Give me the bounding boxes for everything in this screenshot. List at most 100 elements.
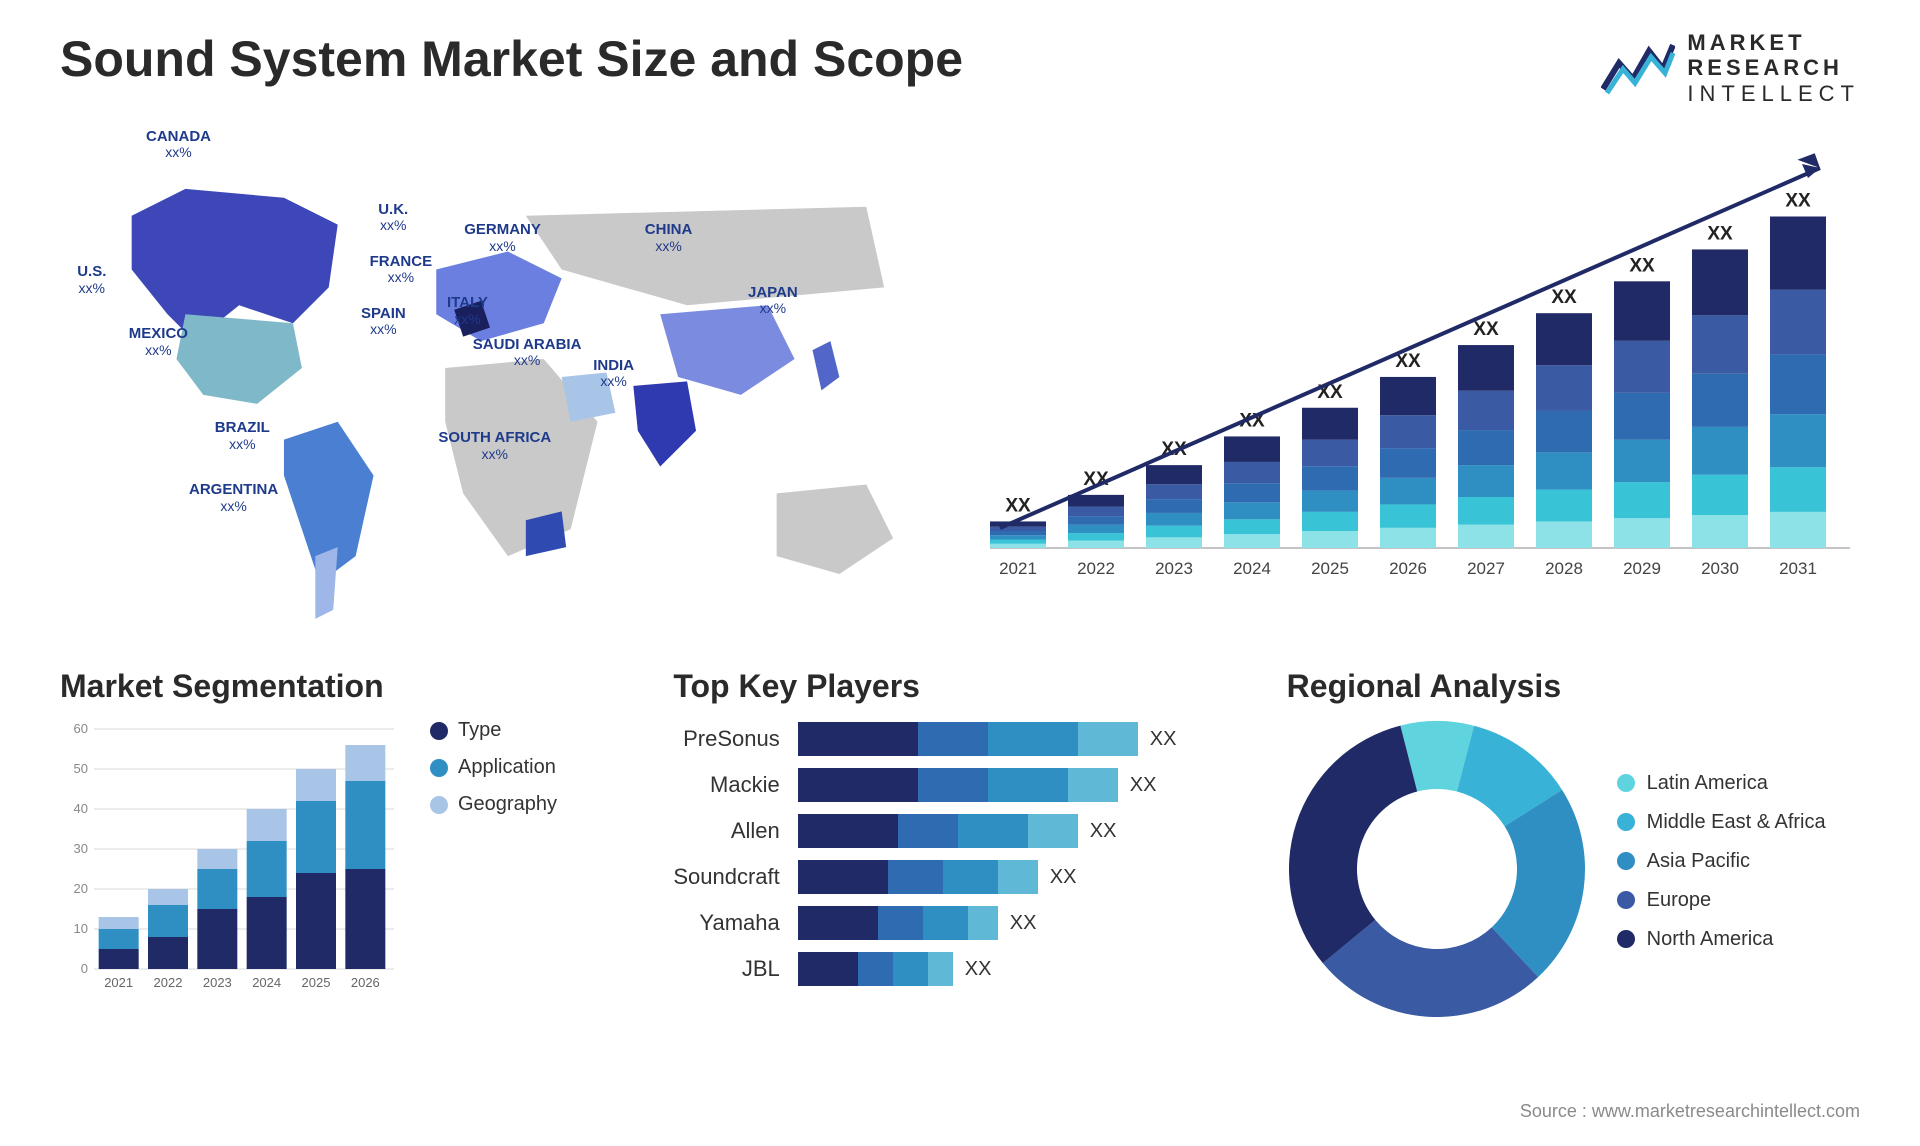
growth-bar-year: 2023 — [1155, 559, 1193, 578]
player-bar-seg — [988, 722, 1078, 756]
regional-legend-item: Middle East & Africa — [1617, 811, 1826, 834]
growth-bar-seg — [1770, 414, 1826, 467]
growth-bar-value: XX — [1005, 495, 1031, 516]
map-region-us-low — [176, 314, 301, 404]
seg-ytick: 60 — [74, 721, 88, 736]
seg-legend-item: Application — [430, 756, 557, 779]
growth-bar-value: XX — [1473, 319, 1499, 340]
seg-bar-seg — [247, 841, 287, 897]
player-row: XX — [798, 949, 1247, 989]
player-value: XX — [1090, 820, 1117, 843]
growth-bar-seg — [1302, 408, 1358, 440]
growth-bar-seg — [1692, 315, 1748, 373]
seg-bar-seg — [345, 745, 385, 781]
growth-bar-seg — [1302, 491, 1358, 512]
players-title: Top Key Players — [673, 668, 1246, 705]
growth-bar-seg — [1302, 531, 1358, 548]
map-region-india — [633, 381, 696, 466]
growth-bar-seg — [1380, 448, 1436, 478]
player-value: XX — [1010, 912, 1037, 935]
seg-ytick: 40 — [74, 801, 88, 816]
growth-bar-seg — [1692, 427, 1748, 475]
growth-bar-seg — [1536, 490, 1592, 522]
seg-ytick: 0 — [81, 961, 88, 976]
player-value: XX — [965, 958, 992, 981]
growth-bar-seg — [1224, 483, 1280, 502]
player-bar-seg — [968, 906, 998, 940]
seg-bar-seg — [148, 889, 188, 905]
map-region-russia — [526, 207, 884, 306]
map-label-china: CHINAxx% — [645, 222, 693, 254]
growth-bar-seg — [990, 544, 1046, 548]
player-name: Yamaha — [673, 903, 779, 943]
seg-bar-seg — [148, 905, 188, 937]
growth-bar-value: XX — [1551, 287, 1577, 308]
seg-ytick: 50 — [74, 761, 88, 776]
growth-bar-seg — [1614, 341, 1670, 393]
growth-bar-seg — [1692, 475, 1748, 515]
map-label-u-s-: U.S.xx% — [77, 264, 106, 296]
player-value: XX — [1150, 728, 1177, 751]
map-label-germany: GERMANYxx% — [464, 222, 541, 254]
seg-bar-seg — [345, 781, 385, 869]
growth-bar-seg — [1146, 465, 1202, 484]
player-bar-seg — [928, 952, 953, 986]
player-bar-seg — [1028, 814, 1078, 848]
player-bar-seg — [1068, 768, 1118, 802]
map-region-japan — [813, 341, 840, 390]
seg-year: 2022 — [154, 975, 183, 990]
growth-bar-value: XX — [1629, 255, 1655, 276]
player-bar-seg — [958, 814, 1028, 848]
player-bar-seg — [988, 768, 1068, 802]
player-bar — [798, 768, 1118, 802]
player-bar — [798, 906, 998, 940]
map-label-spain: SPAINxx% — [361, 306, 406, 338]
growth-bar-seg — [1536, 365, 1592, 411]
map-label-india: INDIAxx% — [593, 358, 634, 390]
growth-bar-year: 2031 — [1779, 559, 1817, 578]
growth-bar-seg — [1770, 290, 1826, 355]
player-row: XX — [798, 765, 1247, 805]
regional-title: Regional Analysis — [1287, 668, 1860, 705]
players-bars-chart: XX XX XX XX XX XX — [798, 719, 1247, 995]
growth-bar-year: 2025 — [1311, 559, 1349, 578]
player-bar-seg — [1078, 722, 1138, 756]
regional-donut-chart — [1287, 719, 1587, 1019]
player-bar-seg — [923, 906, 968, 940]
player-value: XX — [1130, 774, 1157, 797]
growth-bar-seg — [1068, 533, 1124, 540]
logo-line3: INTELLECT — [1687, 81, 1860, 106]
growth-bar-seg — [1146, 526, 1202, 538]
growth-bar-year: 2022 — [1077, 559, 1115, 578]
growth-bar-seg — [1614, 482, 1670, 518]
player-bar-seg — [798, 952, 858, 986]
map-label-japan: JAPANxx% — [748, 285, 798, 317]
growth-bar-seg — [990, 540, 1046, 544]
map-region-china — [660, 305, 794, 395]
page-title: Sound System Market Size and Scope — [60, 30, 1860, 88]
donut-slice — [1289, 726, 1417, 964]
map-label-argentina: ARGENTINAxx% — [189, 482, 278, 514]
growth-bar-seg — [1224, 502, 1280, 519]
growth-bar-seg — [1458, 391, 1514, 430]
growth-bar-seg — [1536, 411, 1592, 452]
seg-bar-seg — [99, 917, 139, 929]
player-row: XX — [798, 811, 1247, 851]
map-label-south-africa: SOUTH AFRICAxx% — [438, 430, 551, 462]
growth-bar-seg — [990, 527, 1046, 531]
map-region-argentina — [315, 547, 337, 619]
player-bar-seg — [858, 952, 893, 986]
growth-bar-seg — [1068, 507, 1124, 517]
growth-bar-seg — [1458, 430, 1514, 465]
player-row: XX — [798, 857, 1247, 897]
growth-bar-year: 2021 — [999, 559, 1037, 578]
map-region-northamerica — [132, 189, 338, 341]
growth-bar-seg — [1302, 466, 1358, 490]
regional-legend-item: Asia Pacific — [1617, 850, 1826, 873]
growth-bar-seg — [1302, 512, 1358, 531]
growth-bar-seg — [1380, 415, 1436, 448]
growth-bar-seg — [1770, 467, 1826, 512]
player-bar-seg — [798, 722, 918, 756]
player-name: Allen — [673, 811, 779, 851]
growth-bar-seg — [1770, 217, 1826, 290]
